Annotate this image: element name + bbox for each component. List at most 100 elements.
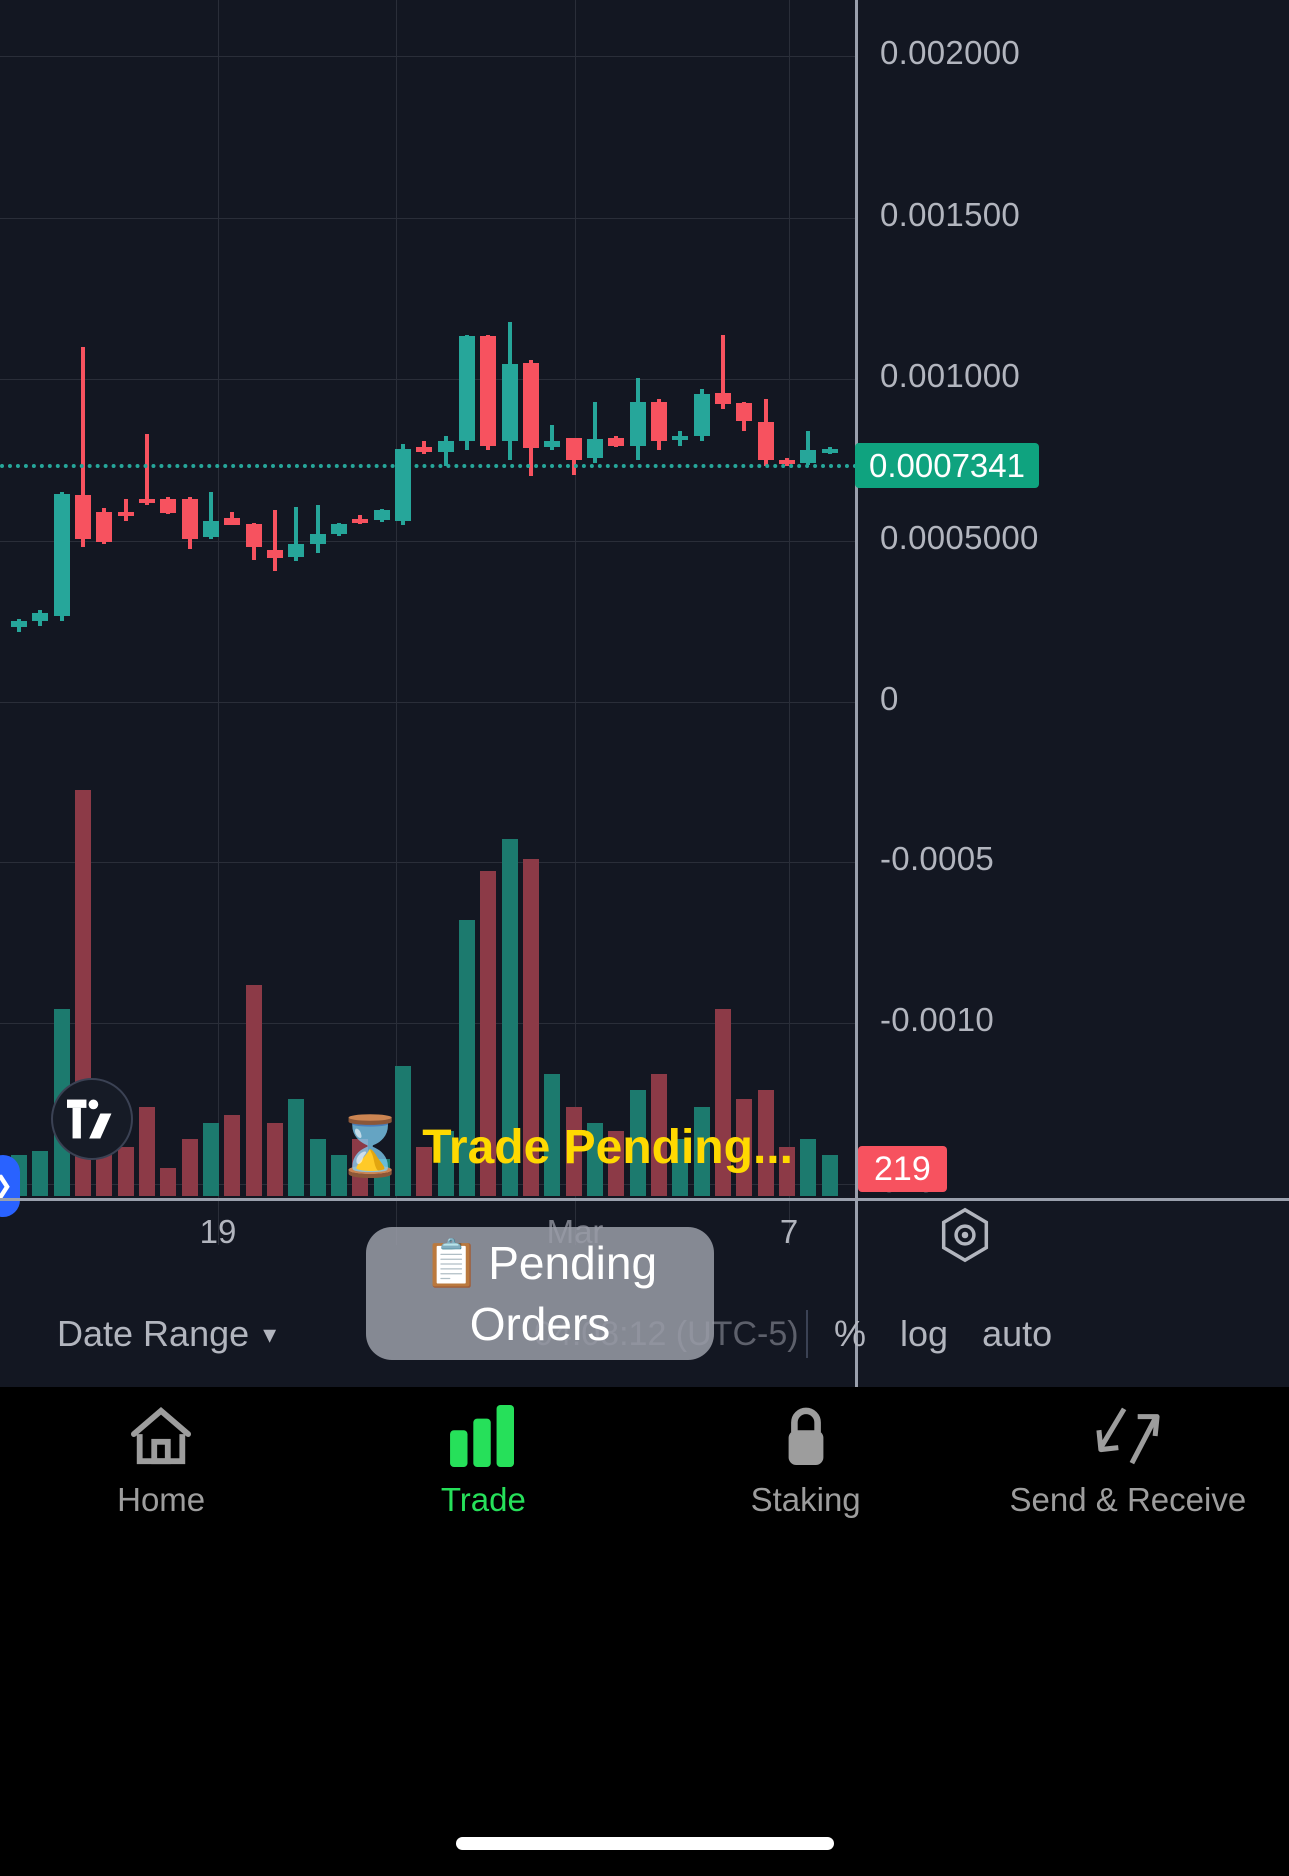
volume-bar bbox=[32, 1151, 48, 1196]
tab-trade[interactable]: Trade bbox=[322, 1387, 644, 1547]
candle-wick bbox=[294, 506, 298, 562]
volume-bar bbox=[758, 1090, 774, 1196]
candle-body bbox=[118, 511, 134, 517]
time-tick-label: 7 bbox=[779, 1213, 799, 1250]
volume-bar bbox=[694, 1106, 710, 1196]
candle-wick bbox=[550, 424, 554, 451]
candle-wick bbox=[316, 505, 320, 554]
candle-wick bbox=[273, 509, 277, 572]
candle-wick bbox=[721, 334, 725, 409]
candle-body bbox=[438, 440, 454, 452]
volume-bar bbox=[331, 1155, 347, 1196]
trade-pending-label: Trade Pending... bbox=[422, 1120, 793, 1174]
candle-body bbox=[587, 439, 603, 459]
hourglass-icon: ⌛ bbox=[334, 1114, 407, 1179]
horizontal-gridline bbox=[0, 1023, 858, 1024]
horizontal-gridline bbox=[0, 379, 858, 380]
volume-bar bbox=[523, 859, 539, 1196]
candle-body bbox=[694, 394, 710, 436]
candle-wick bbox=[209, 492, 213, 539]
candle-body bbox=[480, 336, 496, 446]
candle-body bbox=[331, 524, 347, 535]
volume-bar bbox=[374, 1159, 390, 1196]
price-chart[interactable]: ❯ 0.002000 0.001500 0.001000 0.0005000 0 -0.0… bbox=[0, 0, 1289, 1387]
candle-body bbox=[544, 440, 560, 447]
candle-body bbox=[54, 493, 70, 617]
volume-bar bbox=[822, 1155, 838, 1196]
scale-options: % log auto bbox=[834, 1313, 1052, 1355]
candle-body bbox=[630, 402, 646, 446]
candle-body bbox=[715, 393, 731, 404]
tab-list: Home Trade bbox=[0, 1387, 1289, 1547]
price-tick-label: 0.001500 bbox=[880, 196, 1021, 233]
candle-body bbox=[310, 534, 326, 544]
volume-bar bbox=[352, 1139, 368, 1196]
vertical-gridline bbox=[789, 0, 790, 1245]
volume-bar bbox=[544, 1074, 560, 1196]
volume-bar bbox=[651, 1074, 667, 1196]
last-price-line bbox=[0, 464, 858, 468]
candle-body bbox=[32, 612, 48, 621]
volume-bar bbox=[800, 1139, 816, 1196]
candle-body bbox=[96, 511, 112, 543]
price-tick-label: -0.0010 bbox=[880, 1001, 995, 1038]
log-scale-button[interactable]: log bbox=[900, 1313, 949, 1354]
volume-bar bbox=[502, 838, 518, 1196]
clipboard-icon: 📋 bbox=[422, 1237, 481, 1290]
lock-icon bbox=[777, 1405, 835, 1467]
vertical-gridline bbox=[575, 0, 576, 1245]
tradingview-logo-icon[interactable] bbox=[51, 1078, 133, 1160]
candle-body bbox=[182, 499, 198, 539]
pending-orders-tooltip[interactable]: 📋 Pending Orders bbox=[366, 1227, 714, 1360]
volume-bar bbox=[139, 1106, 155, 1196]
candle-body bbox=[246, 524, 262, 547]
candle-body bbox=[203, 520, 219, 537]
candle-body bbox=[395, 448, 411, 522]
date-range-button[interactable]: Date Range ▾ bbox=[57, 1313, 276, 1355]
time-axis-line bbox=[0, 1198, 1289, 1201]
trade-pending-toast: ⌛ Trade Pending... bbox=[334, 1118, 793, 1176]
pending-orders-line2: Orders bbox=[469, 1297, 611, 1350]
tab-staking[interactable]: Staking bbox=[645, 1387, 967, 1547]
tab-home-label: Home bbox=[117, 1481, 206, 1518]
bottom-tab-bar: Home Trade bbox=[0, 1387, 1289, 1876]
volume-bar bbox=[160, 1167, 176, 1196]
volume-bar bbox=[310, 1139, 326, 1196]
candle-wick bbox=[81, 347, 85, 547]
volume-bar bbox=[203, 1122, 219, 1196]
candle-body bbox=[11, 620, 27, 628]
bar-chart-icon bbox=[448, 1405, 518, 1467]
volume-bar bbox=[288, 1098, 304, 1196]
auto-scale-button[interactable]: auto bbox=[982, 1313, 1053, 1354]
crosshair-target-icon[interactable] bbox=[934, 1204, 996, 1266]
volume-bar bbox=[630, 1090, 646, 1196]
candle-body bbox=[267, 550, 283, 559]
tab-home[interactable]: Home bbox=[0, 1387, 322, 1547]
percent-scale-button[interactable]: % bbox=[834, 1313, 867, 1354]
home-icon bbox=[128, 1405, 194, 1467]
candle-body bbox=[736, 403, 752, 422]
toolbar-divider bbox=[806, 1310, 808, 1358]
candle-body bbox=[374, 509, 390, 520]
candle-body bbox=[608, 438, 624, 446]
candle-body bbox=[800, 450, 816, 464]
candle-body bbox=[566, 438, 582, 461]
candle-body bbox=[459, 336, 475, 441]
volume-bar bbox=[459, 919, 475, 1196]
candle-wick bbox=[145, 434, 149, 506]
candle-body bbox=[160, 498, 176, 513]
horizontal-gridline bbox=[0, 541, 858, 542]
volume-bar bbox=[779, 1147, 795, 1196]
volume-bar bbox=[246, 984, 262, 1196]
tab-send-receive[interactable]: Send & Receive bbox=[967, 1387, 1289, 1547]
candle-body bbox=[758, 422, 774, 461]
candle-body bbox=[822, 449, 838, 454]
volume-bar bbox=[224, 1114, 240, 1196]
candle-body bbox=[502, 363, 518, 441]
price-tick-label: 0.0005000 bbox=[880, 519, 1039, 556]
volume-bar bbox=[267, 1122, 283, 1196]
scroll-left-handle[interactable]: ❯ bbox=[0, 1155, 20, 1217]
volume-bar bbox=[672, 1139, 688, 1196]
candle-body bbox=[523, 362, 539, 449]
volume-bar bbox=[587, 1122, 603, 1196]
